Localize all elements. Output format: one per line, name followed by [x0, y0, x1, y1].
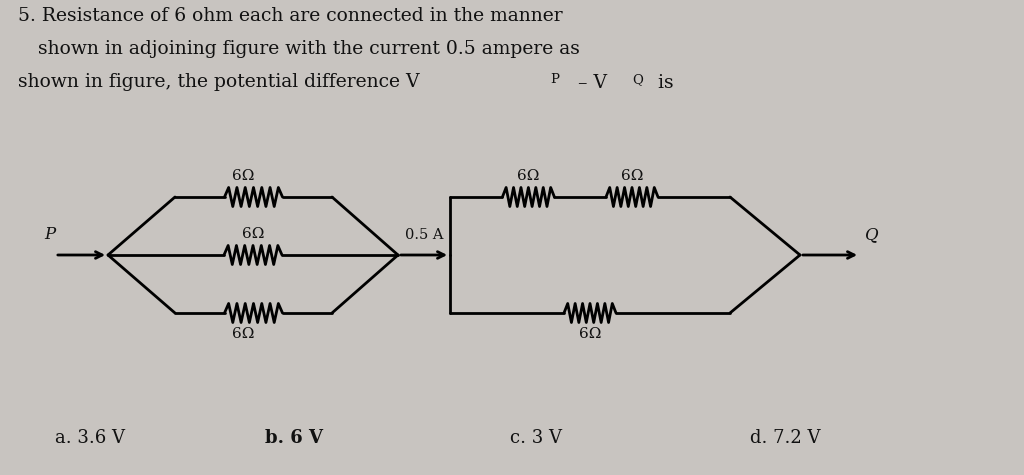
- Text: is: is: [652, 74, 674, 92]
- Text: shown in adjoining figure with the current 0.5 ampere as: shown in adjoining figure with the curre…: [38, 40, 580, 58]
- Text: P: P: [44, 226, 55, 243]
- Text: 6Ω: 6Ω: [579, 327, 601, 341]
- Text: a. 3.6 V: a. 3.6 V: [55, 429, 125, 447]
- Text: 6Ω: 6Ω: [232, 327, 255, 341]
- Text: 5. Resistance of 6 ohm each are connected in the manner: 5. Resistance of 6 ohm each are connecte…: [18, 7, 562, 25]
- Text: b. 6 V: b. 6 V: [265, 429, 323, 447]
- Text: Q: Q: [632, 73, 643, 86]
- Text: shown in figure, the potential difference V: shown in figure, the potential differenc…: [18, 73, 420, 91]
- Text: Q: Q: [865, 226, 879, 243]
- Text: 6Ω: 6Ω: [232, 169, 255, 183]
- Text: 0.5 A: 0.5 A: [404, 228, 443, 242]
- Text: P: P: [550, 73, 559, 86]
- Text: – V: – V: [572, 74, 607, 92]
- Text: 6Ω: 6Ω: [242, 227, 264, 241]
- Text: 6Ω: 6Ω: [517, 169, 540, 183]
- Text: d. 7.2 V: d. 7.2 V: [750, 429, 820, 447]
- Text: c. 3 V: c. 3 V: [510, 429, 562, 447]
- Text: 6Ω: 6Ω: [621, 169, 643, 183]
